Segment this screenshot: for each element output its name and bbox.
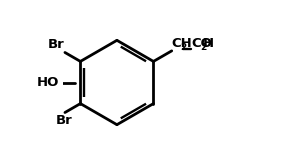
Text: H: H <box>203 37 214 50</box>
Text: Br: Br <box>47 38 64 51</box>
Text: 2: 2 <box>181 44 187 52</box>
Text: 2: 2 <box>200 44 206 52</box>
Text: CH: CH <box>172 37 192 50</box>
Text: CO: CO <box>191 37 212 50</box>
Text: Br: Br <box>56 114 73 127</box>
Text: HO: HO <box>37 76 59 89</box>
